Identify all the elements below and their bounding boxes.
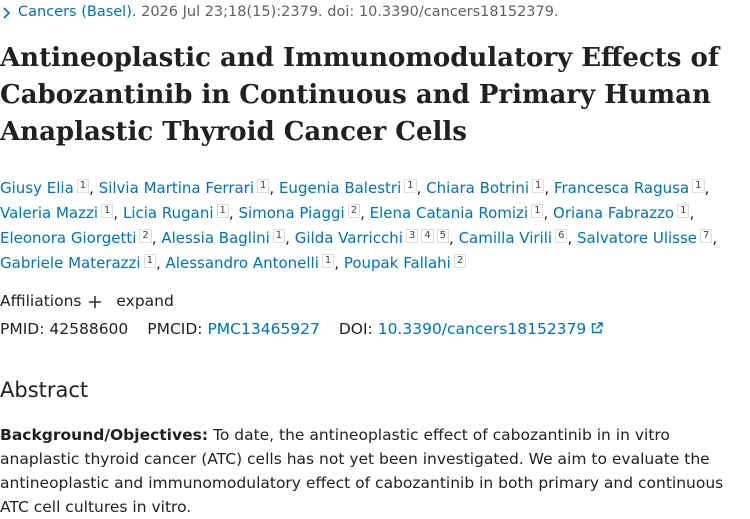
author: Eugenia Balestri 1, bbox=[279, 179, 421, 197]
author-list: Giusy Elia 1, Silvia Martina Ferrari 1, Eu… bbox=[0, 176, 720, 276]
author: Camilla Virili 6, bbox=[458, 229, 573, 247]
affiliation-number[interactable]: 1 bbox=[531, 204, 544, 218]
separator: , bbox=[567, 229, 573, 247]
affiliations-toggle[interactable]: Affiliations expand bbox=[0, 292, 174, 310]
plus-icon bbox=[89, 296, 101, 308]
journal-link[interactable]: Cancers (Basel). bbox=[18, 4, 137, 20]
affiliation-number[interactable]: 3 bbox=[405, 229, 419, 243]
affiliation-number[interactable]: 1 bbox=[532, 179, 545, 193]
affiliation-number[interactable]: 1 bbox=[272, 229, 286, 243]
affiliation-number[interactable]: 1 bbox=[677, 204, 690, 218]
affiliation-number[interactable]: 1 bbox=[143, 254, 156, 268]
pmcid-label: PMCID: bbox=[147, 320, 203, 338]
separator: , bbox=[155, 254, 161, 272]
separator: , bbox=[151, 229, 157, 247]
author: Eleonora Giorgetti 2, bbox=[0, 229, 157, 247]
separator: , bbox=[704, 179, 710, 197]
affiliation-number[interactable]: 4 bbox=[421, 229, 434, 243]
author: Alessia Baglini 1, bbox=[161, 229, 290, 247]
affiliation-number[interactable]: 5 bbox=[436, 229, 449, 243]
separator: , bbox=[285, 229, 290, 247]
author-name[interactable]: Oriana Fabrazzo bbox=[553, 204, 675, 222]
doi-label: DOI: bbox=[338, 320, 373, 338]
affiliation-number[interactable]: 1 bbox=[692, 179, 705, 193]
author-name[interactable]: Camilla Virili bbox=[458, 229, 553, 247]
separator: , bbox=[89, 179, 94, 197]
author-name[interactable]: Francesca Ragusa bbox=[553, 179, 690, 197]
author: Oriana Fabrazzo 1, bbox=[553, 204, 694, 222]
author: Giusy Elia 1, bbox=[0, 179, 94, 197]
affiliation-number[interactable]: 1 bbox=[101, 204, 114, 218]
chevron-icon bbox=[3, 7, 11, 19]
author-name[interactable]: Eleonora Giorgetti bbox=[0, 229, 137, 247]
affiliation-number[interactable]: 2 bbox=[453, 254, 467, 268]
pmid-label: PMID: bbox=[0, 320, 45, 338]
separator: , bbox=[334, 254, 340, 272]
separator: , bbox=[269, 179, 275, 197]
author: Simona Piaggi 2, bbox=[238, 204, 365, 222]
separator: , bbox=[416, 179, 422, 197]
pmid: 42588600 bbox=[49, 320, 129, 338]
author-name[interactable]: Poupak Fallahi bbox=[343, 254, 451, 272]
author-name[interactable]: Elena Catania Romizi bbox=[369, 204, 529, 222]
author-name[interactable]: Eugenia Balestri bbox=[278, 179, 402, 197]
affiliation-number[interactable]: 6 bbox=[555, 229, 568, 243]
affiliation-number[interactable]: 7 bbox=[700, 229, 713, 243]
separator: , bbox=[544, 179, 550, 197]
author: Silvia Martina Ferrari 1, bbox=[99, 179, 274, 197]
author: Francesca Ragusa 1, bbox=[554, 179, 709, 197]
author-name[interactable]: Silvia Martina Ferrari bbox=[98, 179, 255, 197]
identifiers: PMID: 42588600 PMCID: PMC13465927 DOI: 1… bbox=[0, 320, 603, 338]
citation-details: 2026 Jul 23;18(15):2379. doi: 10.3390/ca… bbox=[141, 4, 559, 20]
page: Cancers (Basel). 2026 Jul 23;18(15):2379… bbox=[0, 4, 724, 516]
author: Licia Rugani 1, bbox=[123, 204, 234, 222]
separator: , bbox=[689, 204, 695, 222]
affiliation-number[interactable]: 1 bbox=[321, 254, 335, 268]
author-name[interactable]: Licia Rugani bbox=[122, 204, 214, 222]
author-name[interactable]: Valeria Mazzi bbox=[0, 204, 99, 222]
expand-action[interactable]: expand bbox=[116, 292, 174, 310]
abstract-heading: Abstract bbox=[0, 378, 89, 402]
author-name[interactable]: Alessia Baglini bbox=[161, 229, 270, 247]
author-name[interactable]: Gilda Varricchi bbox=[294, 229, 403, 247]
abstract-text: Background/Objectives: To date, the anti… bbox=[0, 423, 742, 519]
author-name[interactable]: Alessandro Antonelli bbox=[165, 254, 319, 272]
citation: Cancers (Basel). 2026 Jul 23;18(15):2379… bbox=[0, 4, 559, 20]
author-name[interactable]: Gabriele Materazzi bbox=[0, 254, 141, 272]
article-title: Antineoplastic and Immunomodulatory Effe… bbox=[0, 43, 719, 147]
separator: , bbox=[712, 229, 718, 247]
abstract-label: Background/Objectives: bbox=[0, 426, 209, 444]
separator: , bbox=[360, 204, 365, 222]
affiliation-number[interactable]: 1 bbox=[404, 179, 417, 193]
external-link-icon bbox=[592, 322, 603, 334]
separator: , bbox=[228, 204, 234, 222]
doi-link[interactable]: 10.3390/cancers18152379 bbox=[377, 320, 587, 338]
separator: , bbox=[449, 229, 454, 247]
affiliation-number[interactable]: 2 bbox=[139, 229, 152, 243]
affiliation-number[interactable]: 1 bbox=[257, 179, 270, 193]
author: Elena Catania Romizi 1, bbox=[369, 204, 549, 222]
affiliations-label: Affiliations bbox=[0, 292, 82, 310]
separator: , bbox=[113, 204, 119, 222]
separator: , bbox=[543, 204, 549, 222]
author-name[interactable]: Simona Piaggi bbox=[238, 204, 345, 222]
author-name[interactable]: Chiara Botrini bbox=[426, 179, 529, 197]
author: Chiara Botrini 1, bbox=[426, 179, 549, 197]
affiliation-number[interactable]: 1 bbox=[76, 179, 90, 193]
author: Poupak Fallahi 2 bbox=[343, 254, 467, 272]
author: Salvatore Ulisse 7, bbox=[577, 229, 717, 247]
author: Valeria Mazzi 1, bbox=[0, 204, 118, 222]
author: Gilda Varricchi 3 4 5, bbox=[295, 229, 454, 247]
author-name[interactable]: Giusy Elia bbox=[0, 179, 74, 197]
affiliation-number[interactable]: 2 bbox=[347, 204, 361, 218]
author: Alessandro Antonelli 1, bbox=[165, 254, 340, 272]
author-name[interactable]: Salvatore Ulisse bbox=[577, 229, 698, 247]
author: Gabriele Materazzi 1, bbox=[0, 254, 161, 272]
pmcid-link[interactable]: PMC13465927 bbox=[207, 320, 320, 338]
affiliation-number[interactable]: 1 bbox=[216, 204, 229, 218]
